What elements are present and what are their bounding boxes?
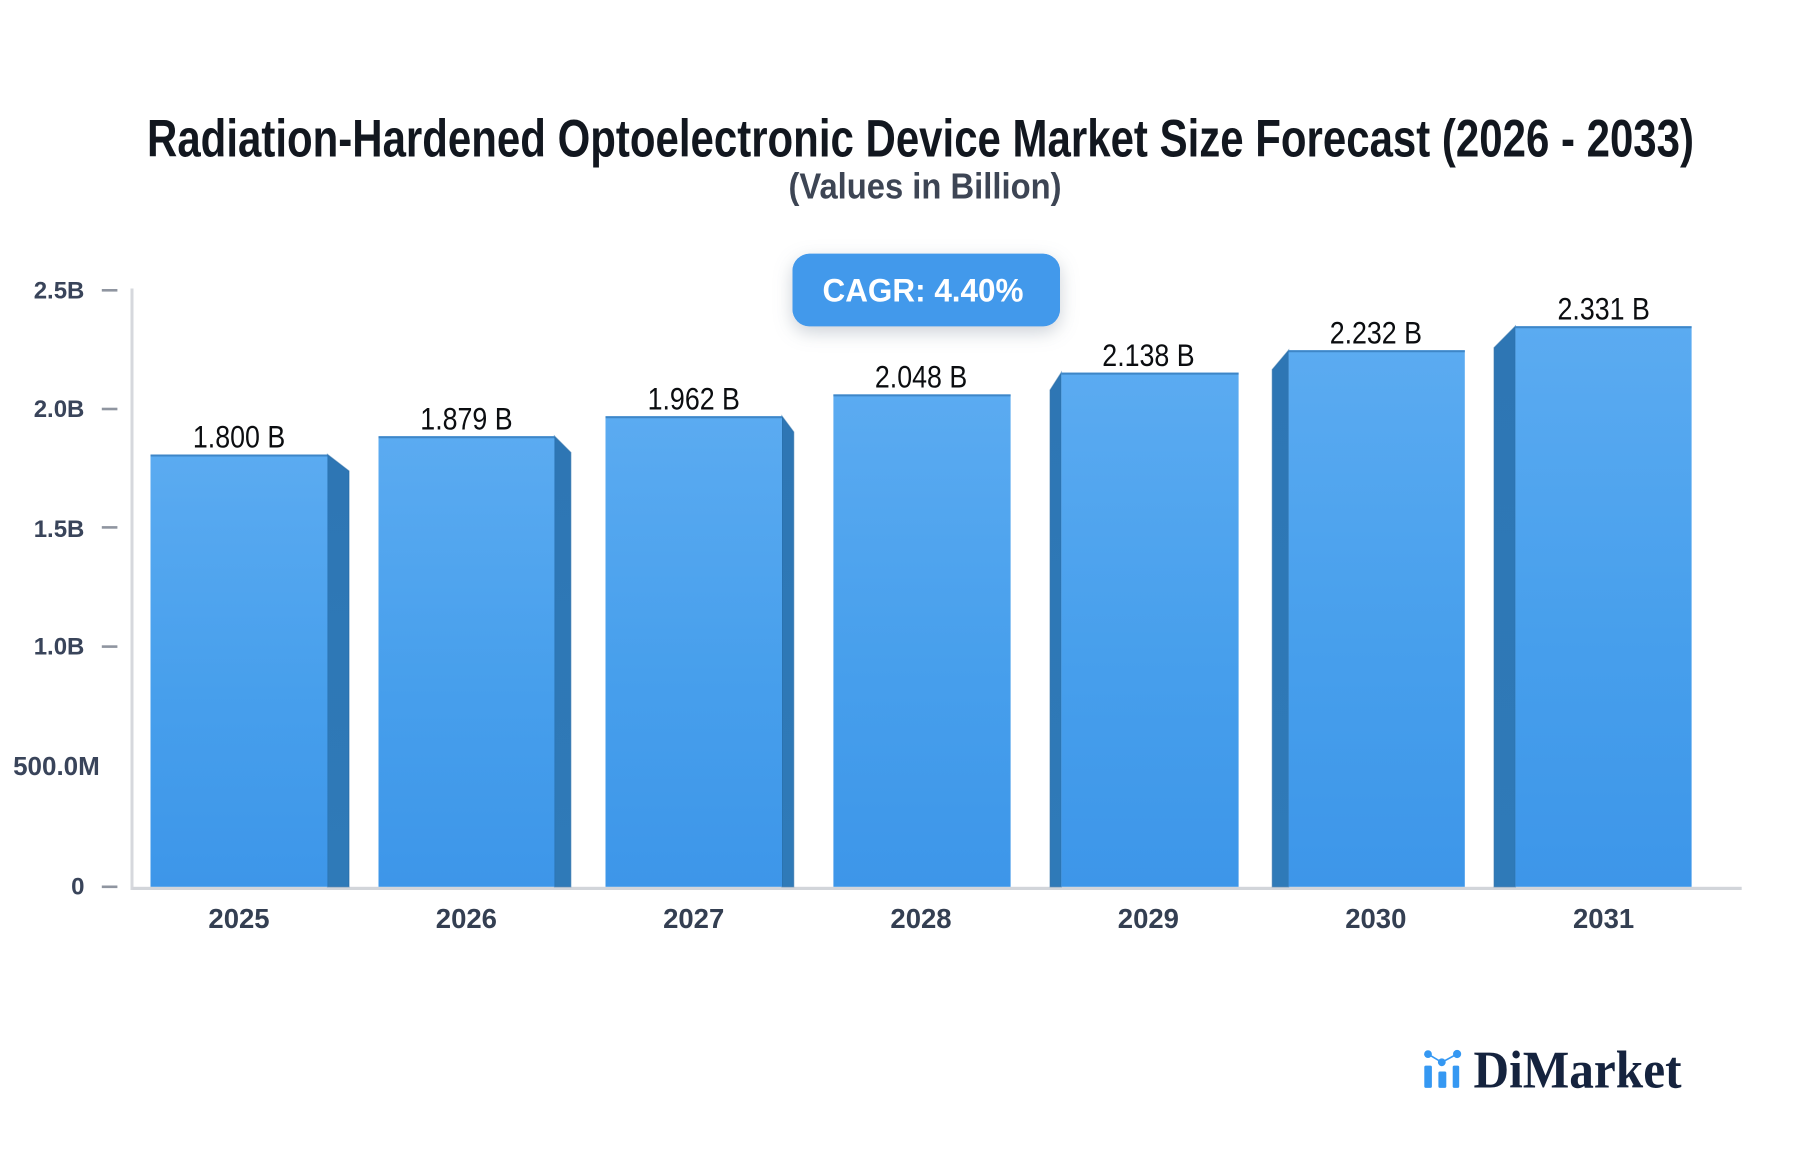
- svg-text:(Values in Billion): (Values in Billion): [789, 166, 1062, 207]
- svg-text:1.800 B: 1.800 B: [193, 419, 285, 455]
- svg-text:2026: 2026: [436, 903, 497, 934]
- svg-text:2.138 B: 2.138 B: [1102, 337, 1194, 373]
- svg-text:DiMarket: DiMarket: [1474, 1041, 1682, 1099]
- svg-text:2030: 2030: [1345, 903, 1406, 934]
- svg-text:2028: 2028: [890, 903, 951, 934]
- svg-text:2031: 2031: [1573, 903, 1634, 934]
- svg-text:1.5B: 1.5B: [34, 516, 85, 543]
- svg-text:2.0B: 2.0B: [34, 396, 85, 423]
- svg-text:0: 0: [71, 874, 84, 901]
- svg-text:500.0M: 500.0M: [13, 751, 100, 781]
- svg-text:2.048 B: 2.048 B: [875, 359, 967, 395]
- svg-text:2027: 2027: [663, 903, 724, 934]
- svg-text:2.331 B: 2.331 B: [1558, 290, 1650, 326]
- svg-text:2025: 2025: [208, 903, 269, 934]
- svg-text:CAGR: 4.40%: CAGR: 4.40%: [823, 273, 1024, 309]
- svg-text:1.0B: 1.0B: [34, 634, 85, 661]
- svg-text:2.5B: 2.5B: [34, 277, 85, 304]
- svg-text:2.232 B: 2.232 B: [1330, 314, 1422, 350]
- svg-text:Radiation-Hardened Optoelectro: Radiation-Hardened Optoelectronic Device…: [147, 110, 1694, 169]
- svg-text:2029: 2029: [1118, 903, 1179, 934]
- svg-text:1.962 B: 1.962 B: [648, 380, 740, 416]
- svg-text:1.879 B: 1.879 B: [420, 400, 512, 436]
